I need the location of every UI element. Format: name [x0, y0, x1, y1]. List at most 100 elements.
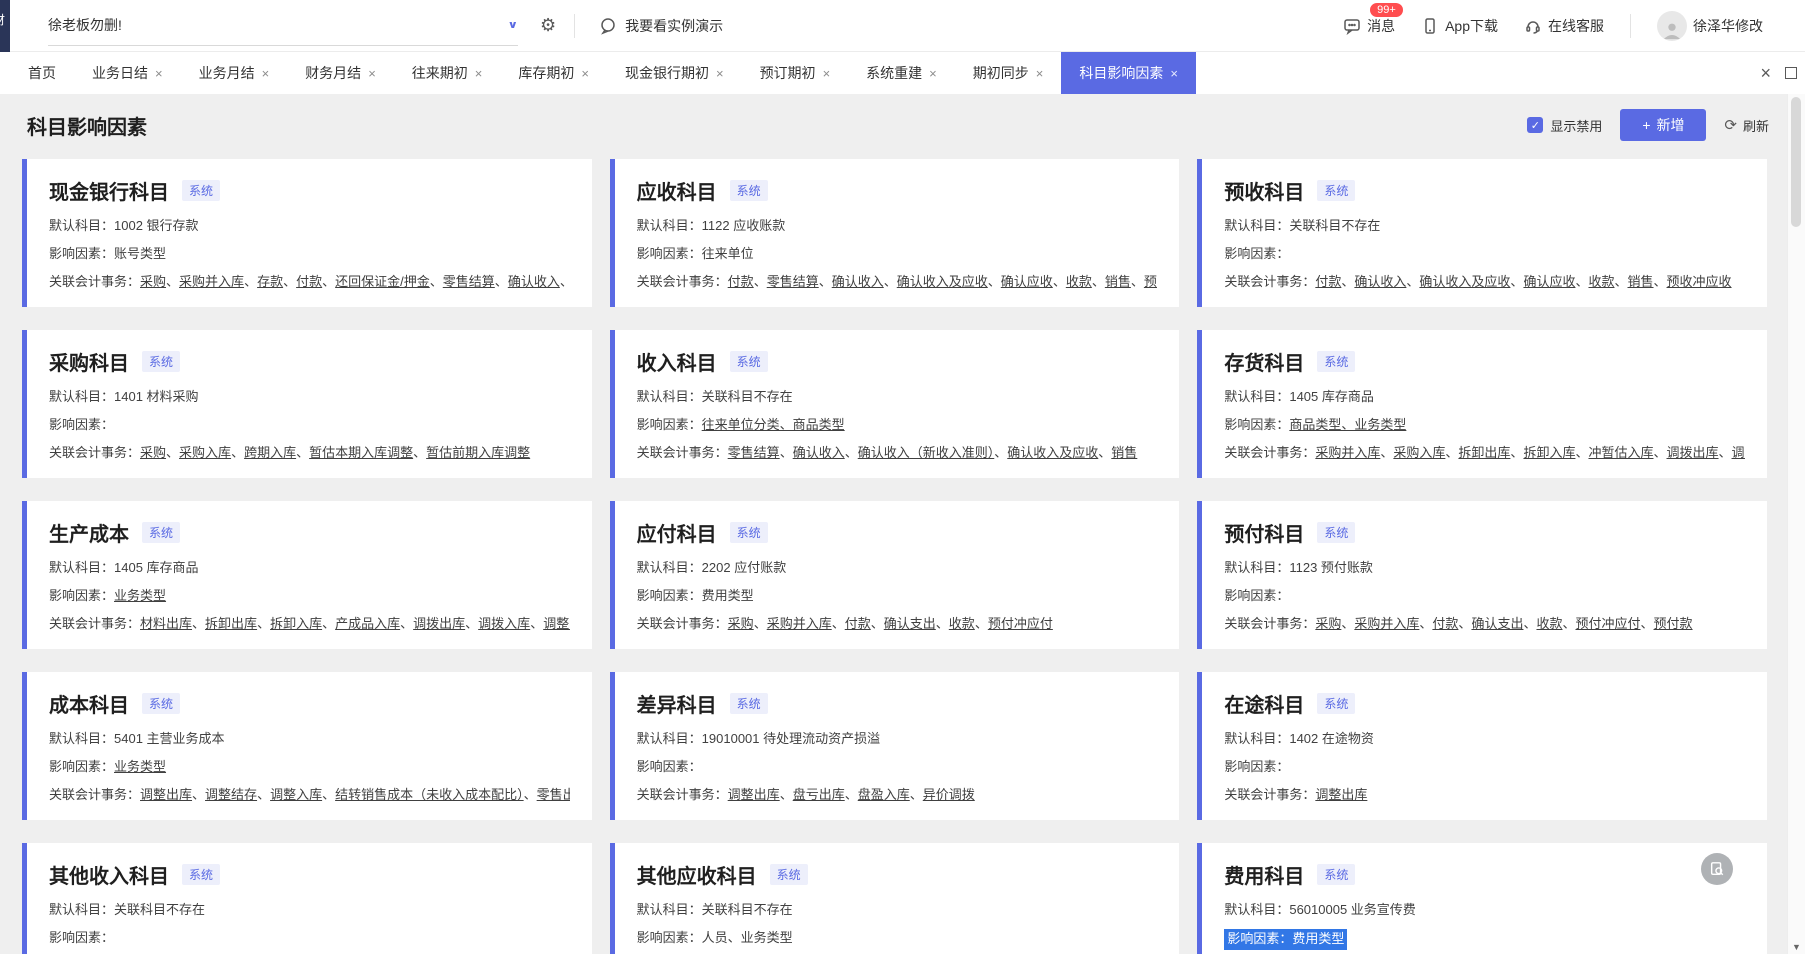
transaction-link[interactable]: 预付冲应付 [1575, 616, 1641, 631]
fullscreen-icon[interactable] [1785, 67, 1797, 79]
transaction-link[interactable]: 调整结存 [205, 787, 258, 802]
refresh-button[interactable]: ⟳ 刷新 [1724, 116, 1769, 135]
transaction-link[interactable]: 采购并入库 [179, 274, 245, 289]
transaction-link[interactable]: 收款 [948, 616, 975, 631]
transaction-link[interactable]: 产成品入库 [335, 616, 401, 631]
transaction-link[interactable]: 采购并入库 [1354, 616, 1420, 631]
transaction-link[interactable]: 调整出库 [727, 787, 780, 802]
transaction-link[interactable]: 调整出库 [1315, 787, 1368, 802]
transaction-link[interactable]: 确认支出 [1471, 616, 1524, 631]
transaction-link[interactable]: 拆卸出库 [1458, 445, 1511, 460]
scrollbar-thumb[interactable] [1791, 97, 1801, 227]
tab-0[interactable]: 首页 [10, 52, 74, 94]
transaction-link[interactable]: 采购并入库 [1315, 445, 1381, 460]
factors-value[interactable]: 往来单位分类、商品类型 [701, 417, 845, 432]
transaction-link[interactable]: 确认收入及应收 [1007, 445, 1099, 460]
transaction-link[interactable]: 收款 [1588, 274, 1615, 289]
collapsed-sidebar[interactable]: 财 [0, 0, 10, 52]
tab-10[interactable]: 科目影响因素 × [1061, 52, 1196, 94]
tab-close-icon[interactable]: × [929, 65, 937, 81]
factors-value[interactable]: 业务类型 [114, 588, 167, 603]
transaction-link[interactable]: 还回保证金/押金 [335, 274, 430, 289]
company-selector[interactable]: 徐老板勿删! ∨ [48, 6, 518, 46]
transaction-link[interactable]: 确认收入 [1354, 274, 1407, 289]
transaction-link[interactable]: 采购 [727, 616, 754, 631]
transaction-link[interactable]: 零售结算 [766, 274, 819, 289]
transaction-link[interactable]: 采购并入库 [766, 616, 832, 631]
transaction-link[interactable]: 调拨入... [1731, 445, 1745, 460]
transaction-link[interactable]: 预付款 [1653, 616, 1693, 631]
transaction-link[interactable]: 确认收入 [507, 274, 560, 289]
transaction-link[interactable]: 确认收入（新收入准则） [857, 445, 995, 460]
transaction-link[interactable]: 零售结算 [727, 445, 780, 460]
vertical-scrollbar[interactable]: ▼ [1787, 94, 1805, 954]
quick-view-floating-button[interactable] [1701, 853, 1733, 885]
gear-icon[interactable]: ⚙ [540, 15, 557, 35]
close-all-tabs-icon[interactable]: × [1760, 62, 1771, 83]
transaction-link[interactable]: 拆卸出库 [205, 616, 258, 631]
transaction-link[interactable]: 确认收入及应收 [896, 274, 988, 289]
tab-7[interactable]: 预订期初 × [742, 52, 849, 94]
user-menu[interactable]: 徐泽华修改 [1657, 10, 1763, 41]
app-download-button[interactable]: App下载 [1421, 16, 1498, 36]
transaction-link[interactable]: 确认收入 [792, 445, 845, 460]
tab-close-icon[interactable]: × [155, 65, 163, 81]
tab-close-icon[interactable]: × [822, 65, 831, 81]
transaction-link[interactable]: 付款 [296, 274, 323, 289]
tab-close-icon[interactable]: × [715, 65, 724, 81]
tab-9[interactable]: 期初同步 × [955, 52, 1062, 94]
transaction-link[interactable]: 销售 [1104, 274, 1131, 289]
scrollbar-down-arrow-icon[interactable]: ▼ [1792, 942, 1801, 952]
transaction-link[interactable]: 调拨入库 [478, 616, 531, 631]
transaction-link[interactable]: 调拨出库 [413, 616, 466, 631]
transaction-link[interactable]: 确认应收 [1000, 274, 1053, 289]
transaction-link[interactable]: 采购 [1315, 616, 1342, 631]
transaction-link[interactable]: 收款 [1536, 616, 1563, 631]
factors-value[interactable]: 业务类型 [114, 759, 167, 774]
transaction-link[interactable]: 调拨出库 [1666, 445, 1719, 460]
transaction-link[interactable]: 销售 [1111, 445, 1138, 460]
tab-close-icon[interactable]: × [581, 65, 589, 81]
show-disabled-checkbox[interactable]: ✓ 显示禁用 [1527, 116, 1602, 135]
transaction-link[interactable]: 确认支出 [883, 616, 936, 631]
transaction-link[interactable]: 盘亏出库 [792, 787, 845, 802]
tab-close-icon[interactable]: × [1170, 65, 1178, 81]
tab-1[interactable]: 业务日结 × [74, 52, 181, 94]
transaction-link[interactable]: 收款 [1065, 274, 1092, 289]
transaction-link[interactable]: 暂估前期入库调整 [426, 445, 531, 460]
support-button[interactable]: 在线客服 [1524, 16, 1604, 36]
tab-close-icon[interactable]: × [261, 65, 270, 81]
transaction-link[interactable]: 调整入库 [270, 787, 323, 802]
messages-button[interactable]: 消息 99+ [1343, 1, 1404, 36]
tab-5[interactable]: 库存期初 × [500, 52, 607, 94]
transaction-link[interactable]: 付款 [727, 274, 754, 289]
factors-value[interactable]: 商品类型、业务类型 [1289, 417, 1407, 432]
transaction-link[interactable]: 调整出库... [543, 616, 570, 631]
transaction-link[interactable]: 跨期入库 [244, 445, 297, 460]
transaction-link[interactable]: 采购 [140, 445, 167, 460]
transaction-link[interactable]: 预收冲应收 [1666, 274, 1732, 289]
transaction-link[interactable]: 结转销售成本（未收入成本配比） [335, 787, 524, 802]
tab-4[interactable]: 往来期初 × [394, 52, 501, 94]
transaction-link[interactable]: 盘盈入库 [857, 787, 910, 802]
transaction-link[interactable]: 存款 [257, 274, 284, 289]
tab-8[interactable]: 系统重建 × [848, 52, 955, 94]
transaction-link[interactable]: 确认收入及应收 [1419, 274, 1511, 289]
transaction-link[interactable]: 预收冲... [1143, 274, 1157, 289]
transaction-link[interactable]: 采购入库 [1393, 445, 1446, 460]
transaction-link[interactable]: 拆卸入库 [1523, 445, 1576, 460]
tab-close-icon[interactable]: × [474, 65, 483, 81]
transaction-link[interactable]: 付款 [1315, 274, 1342, 289]
transaction-link[interactable]: 确认应收 [1523, 274, 1576, 289]
transaction-link[interactable]: 冲暂估入库 [1588, 445, 1654, 460]
transaction-link[interactable]: 暂估本期入库调整 [309, 445, 414, 460]
transaction-link[interactable]: 零售结算 [442, 274, 495, 289]
tab-close-icon[interactable]: × [1035, 65, 1044, 81]
demo-link[interactable]: 我要看实例演示 [599, 16, 723, 36]
transaction-link[interactable]: 付款 [844, 616, 871, 631]
tab-close-icon[interactable]: × [368, 65, 376, 81]
tab-2[interactable]: 业务月结 × [181, 52, 288, 94]
transaction-link[interactable]: 采购 [140, 274, 167, 289]
transaction-link[interactable]: 销售 [1627, 274, 1654, 289]
tab-6[interactable]: 现金银行期初 × [607, 52, 742, 94]
